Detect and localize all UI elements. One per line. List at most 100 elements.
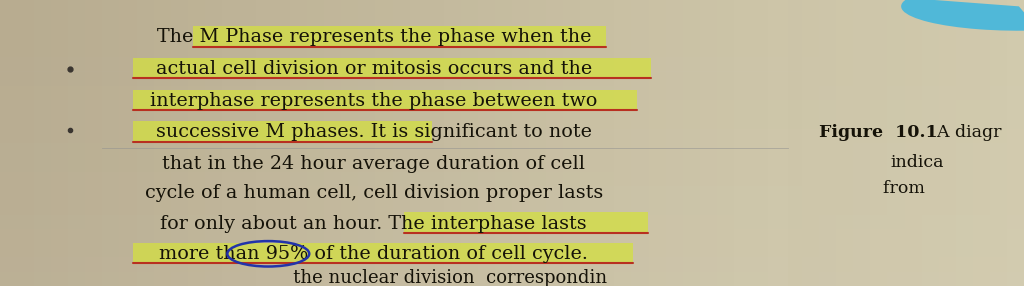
Bar	[0, 157, 1024, 172]
Bar	[512, 0, 529, 286]
Bar	[187, 0, 205, 286]
Text: indica: indica	[891, 154, 944, 170]
Bar	[0, 200, 1024, 214]
Text: A diagr: A diagr	[926, 124, 1001, 141]
Bar	[922, 0, 939, 286]
Bar	[133, 58, 651, 78]
Bar	[256, 0, 273, 286]
Text: the nuclear division  correspondin: the nuclear division correspondin	[140, 269, 607, 286]
Text: The M Phase represents the phase when the: The M Phase represents the phase when th…	[157, 28, 591, 46]
Bar	[0, 114, 1024, 129]
Bar	[0, 86, 1024, 100]
Bar	[133, 243, 633, 263]
Bar	[410, 0, 427, 286]
Bar	[614, 0, 632, 286]
Bar	[0, 0, 1024, 14]
Bar	[427, 0, 443, 286]
Bar	[461, 0, 478, 286]
Bar	[325, 0, 341, 286]
Bar	[0, 57, 1024, 72]
Bar	[1007, 0, 1024, 286]
Bar	[193, 26, 606, 46]
Bar	[751, 0, 768, 286]
Bar	[990, 0, 1007, 286]
Bar	[0, 214, 1024, 229]
Bar	[802, 0, 819, 286]
Bar	[785, 0, 802, 286]
Text: from: from	[883, 180, 941, 197]
Bar	[392, 0, 410, 286]
Bar	[955, 0, 973, 286]
Bar	[51, 0, 69, 286]
Bar	[683, 0, 699, 286]
Bar	[529, 0, 546, 286]
Bar	[0, 43, 1024, 57]
Bar	[0, 72, 1024, 86]
Bar	[154, 0, 171, 286]
Bar	[0, 186, 1024, 200]
Bar	[973, 0, 990, 286]
Bar	[17, 0, 34, 286]
Bar	[734, 0, 751, 286]
Bar	[478, 0, 495, 286]
Bar	[85, 0, 102, 286]
Bar	[632, 0, 648, 286]
Bar	[358, 0, 376, 286]
Bar	[939, 0, 955, 286]
Bar	[0, 100, 1024, 114]
Text: successive M phases. It is significant to note: successive M phases. It is significant t…	[156, 123, 592, 141]
Bar	[0, 172, 1024, 186]
Bar	[648, 0, 666, 286]
Bar	[136, 0, 154, 286]
Bar	[888, 0, 904, 286]
Bar	[69, 0, 85, 286]
Bar	[0, 143, 1024, 157]
Bar	[666, 0, 683, 286]
Bar	[819, 0, 837, 286]
Bar	[837, 0, 853, 286]
Bar	[376, 0, 392, 286]
Bar	[0, 243, 1024, 257]
Text: actual cell division or mitosis occurs and the: actual cell division or mitosis occurs a…	[156, 60, 592, 78]
Bar	[34, 0, 51, 286]
Bar	[788, 0, 1024, 286]
Bar	[0, 257, 1024, 272]
Bar	[222, 0, 239, 286]
Bar	[273, 0, 290, 286]
Bar	[563, 0, 581, 286]
Bar	[546, 0, 563, 286]
Bar	[404, 212, 648, 233]
Bar	[290, 0, 307, 286]
Text: Figure  10.1: Figure 10.1	[819, 124, 938, 141]
Bar	[341, 0, 358, 286]
Bar	[581, 0, 597, 286]
Bar	[0, 229, 1024, 243]
Bar	[768, 0, 785, 286]
Text: that in the 24 hour average duration of cell: that in the 24 hour average duration of …	[162, 154, 586, 172]
Bar	[239, 0, 256, 286]
Bar	[102, 0, 120, 286]
Bar	[495, 0, 512, 286]
Bar	[717, 0, 734, 286]
Bar	[205, 0, 222, 286]
Text: cycle of a human cell, cell division proper lasts: cycle of a human cell, cell division pro…	[144, 184, 603, 202]
Bar	[133, 90, 637, 110]
Bar	[597, 0, 614, 286]
Bar	[0, 0, 17, 286]
Bar	[853, 0, 870, 286]
Text: interphase represents the phase between two: interphase represents the phase between …	[151, 92, 597, 110]
Text: more than 95% of the duration of cell cycle.: more than 95% of the duration of cell cy…	[160, 245, 588, 263]
Bar	[699, 0, 717, 286]
Bar	[120, 0, 136, 286]
Bar	[133, 121, 432, 142]
Bar	[443, 0, 461, 286]
Bar	[171, 0, 187, 286]
Bar	[870, 0, 888, 286]
Wedge shape	[901, 0, 1024, 31]
Bar	[0, 29, 1024, 43]
Bar	[904, 0, 922, 286]
Bar	[0, 14, 1024, 29]
Text: for only about an hour. The interphase lasts: for only about an hour. The interphase l…	[161, 214, 587, 233]
Bar	[307, 0, 325, 286]
Bar	[0, 272, 1024, 286]
